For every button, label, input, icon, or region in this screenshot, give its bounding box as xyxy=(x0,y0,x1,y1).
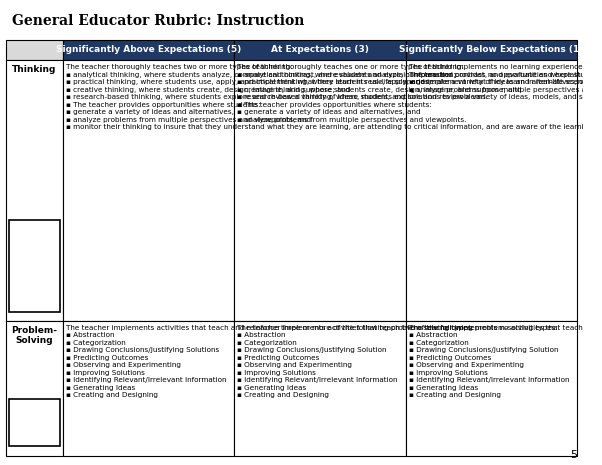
Text: Significantly Below Expectations (1): Significantly Below Expectations (1) xyxy=(399,46,584,54)
Bar xyxy=(63,60,234,321)
Text: Thinking: Thinking xyxy=(12,65,57,74)
Text: The teacher implements no learning experiences that thoroughly teach any type of: The teacher implements no learning exper… xyxy=(409,64,602,93)
Bar xyxy=(9,399,60,446)
Bar xyxy=(234,60,406,321)
Text: At Expectations (3): At Expectations (3) xyxy=(271,46,369,54)
Bar xyxy=(6,321,63,456)
Text: The teacher thoroughly teaches one or more types of thinking:
▪ analytical think: The teacher thoroughly teaches one or mo… xyxy=(237,64,602,123)
Bar xyxy=(63,321,234,456)
Bar xyxy=(6,60,63,321)
Text: The teacher thoroughly teaches two or more types of thinking:
▪ analytical think: The teacher thoroughly teaches two or mo… xyxy=(66,64,602,130)
Bar xyxy=(406,321,577,456)
Text: The teacher implements activities that teach two of the following problem-solvin: The teacher implements activities that t… xyxy=(237,325,558,398)
Text: General Educator Rubric: Instruction: General Educator Rubric: Instruction xyxy=(11,14,304,28)
Bar xyxy=(406,60,577,321)
Text: The teacher implements no activities that teach the following problem-solving ty: The teacher implements no activities tha… xyxy=(409,325,602,398)
Text: The teacher implements activities that teach and reinforce three or more of the : The teacher implements activities that t… xyxy=(66,325,474,398)
Text: Significantly Above Expectations (5): Significantly Above Expectations (5) xyxy=(56,46,241,54)
Bar xyxy=(406,40,577,60)
Bar xyxy=(6,40,63,60)
Text: Problem-
Solving: Problem- Solving xyxy=(11,326,57,345)
Bar xyxy=(63,40,234,60)
Bar xyxy=(234,40,406,60)
Bar xyxy=(234,321,406,456)
Bar xyxy=(9,220,60,312)
Text: 5: 5 xyxy=(570,450,577,460)
